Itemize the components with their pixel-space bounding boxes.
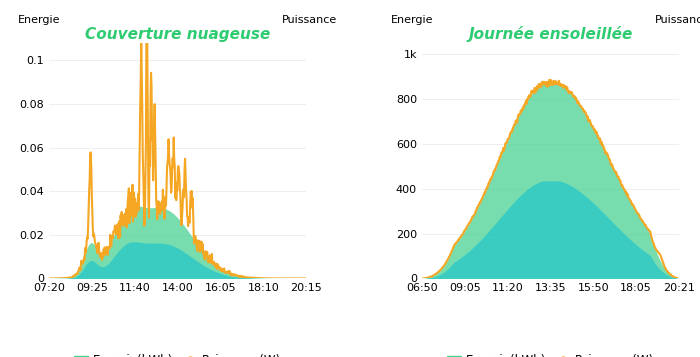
Legend: Energie(kWh), Puissance(W): Energie(kWh), Puissance(W) (442, 349, 659, 357)
Title: Couverture nuageuse: Couverture nuageuse (85, 27, 270, 42)
Text: Puissance: Puissance (654, 15, 700, 25)
Title: Journée ensoleillée: Journée ensoleillée (468, 26, 633, 42)
Text: Energie: Energie (18, 15, 61, 25)
Text: Energie: Energie (391, 15, 433, 25)
Legend: Energie(kWh), Puissance(W): Energie(kWh), Puissance(W) (69, 349, 286, 357)
Text: Puissance: Puissance (281, 15, 337, 25)
